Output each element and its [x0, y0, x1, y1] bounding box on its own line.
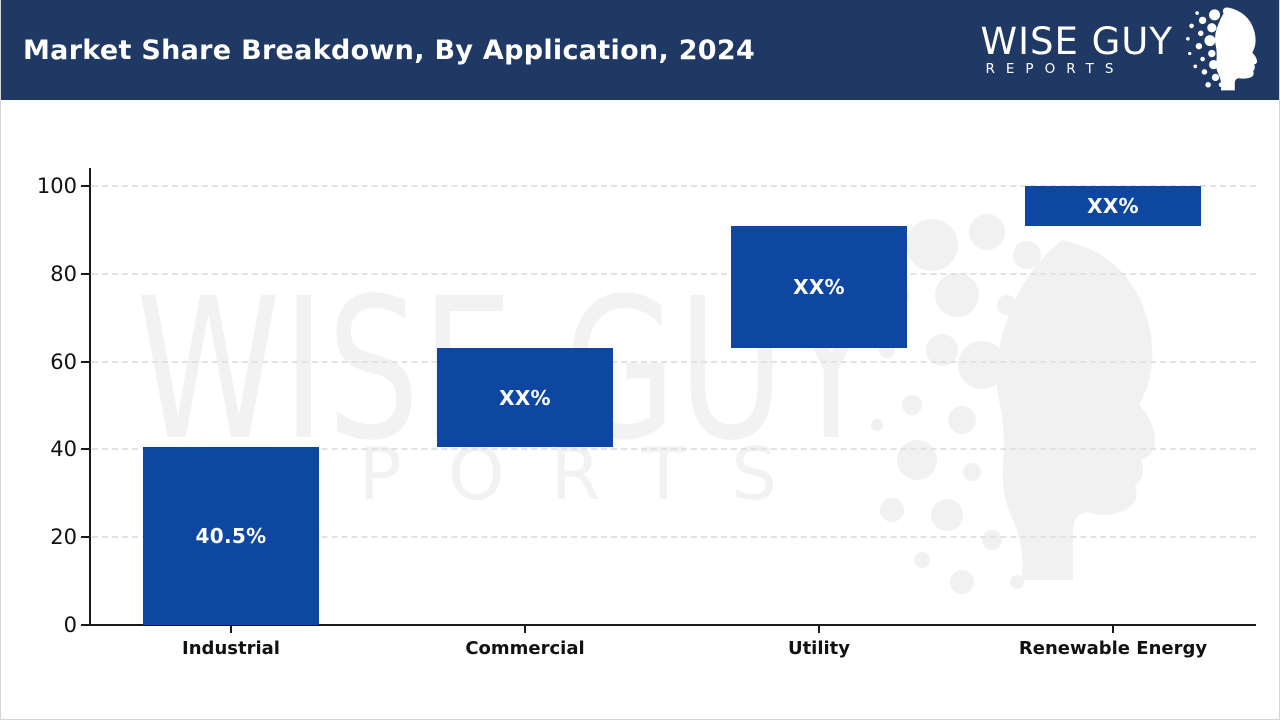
- y-tick-label: 20: [50, 525, 77, 549]
- bar-utility: XX%: [731, 226, 907, 348]
- x-axis: [89, 624, 1256, 626]
- y-tick-mark: [81, 536, 89, 538]
- y-tick-label: 60: [50, 350, 77, 374]
- x-tick-mark: [1112, 626, 1114, 633]
- bar-value-label: XX%: [499, 385, 551, 410]
- gridline: [92, 448, 1256, 450]
- x-category-label: Renewable Energy: [1018, 638, 1208, 659]
- y-tick-label: 40: [50, 437, 77, 461]
- y-tick-mark: [81, 361, 89, 363]
- y-tick-mark: [81, 273, 89, 275]
- y-tick-label: 0: [63, 613, 77, 637]
- wiseguy-face-icon: [1175, 5, 1267, 95]
- y-tick-mark: [81, 624, 89, 626]
- page-title: Market Share Breakdown, By Application, …: [23, 34, 756, 66]
- gridline: [92, 361, 1256, 363]
- x-category-label: Utility: [787, 638, 851, 659]
- y-tick-mark: [81, 448, 89, 450]
- x-category-label: Industrial: [182, 638, 280, 659]
- y-axis: [89, 168, 91, 626]
- logo-wordmark: WISE GUY: [980, 20, 1173, 64]
- y-tick-mark: [81, 185, 89, 187]
- y-tick-label: 80: [50, 262, 77, 286]
- x-category-label: Commercial: [465, 638, 585, 659]
- wiseguy-logo-text: WISE GUY REPORTS: [981, 23, 1173, 77]
- x-tick-mark: [524, 626, 526, 633]
- bar-value-label: XX%: [793, 275, 845, 299]
- header: Market Share Breakdown, By Application, …: [1, 0, 1279, 100]
- x-tick-mark: [818, 626, 820, 633]
- bar-industrial: 40.5%: [143, 447, 319, 625]
- gridline: [92, 273, 1256, 275]
- gridline: [92, 185, 1256, 187]
- y-tick-label: 100: [36, 174, 77, 198]
- bar-renewable-energy: XX%: [1025, 186, 1201, 226]
- watermark-face-icon: [857, 210, 1187, 604]
- x-tick-mark: [230, 626, 232, 633]
- logo-subtitle: REPORTS: [985, 61, 1125, 78]
- bar-commercial: XX%: [437, 348, 613, 447]
- gridline: [92, 536, 1256, 538]
- bar-value-label: 40.5%: [195, 524, 267, 548]
- bar-value-label: XX%: [1087, 194, 1139, 218]
- wiseguy-logo: WISE GUY REPORTS: [981, 5, 1267, 95]
